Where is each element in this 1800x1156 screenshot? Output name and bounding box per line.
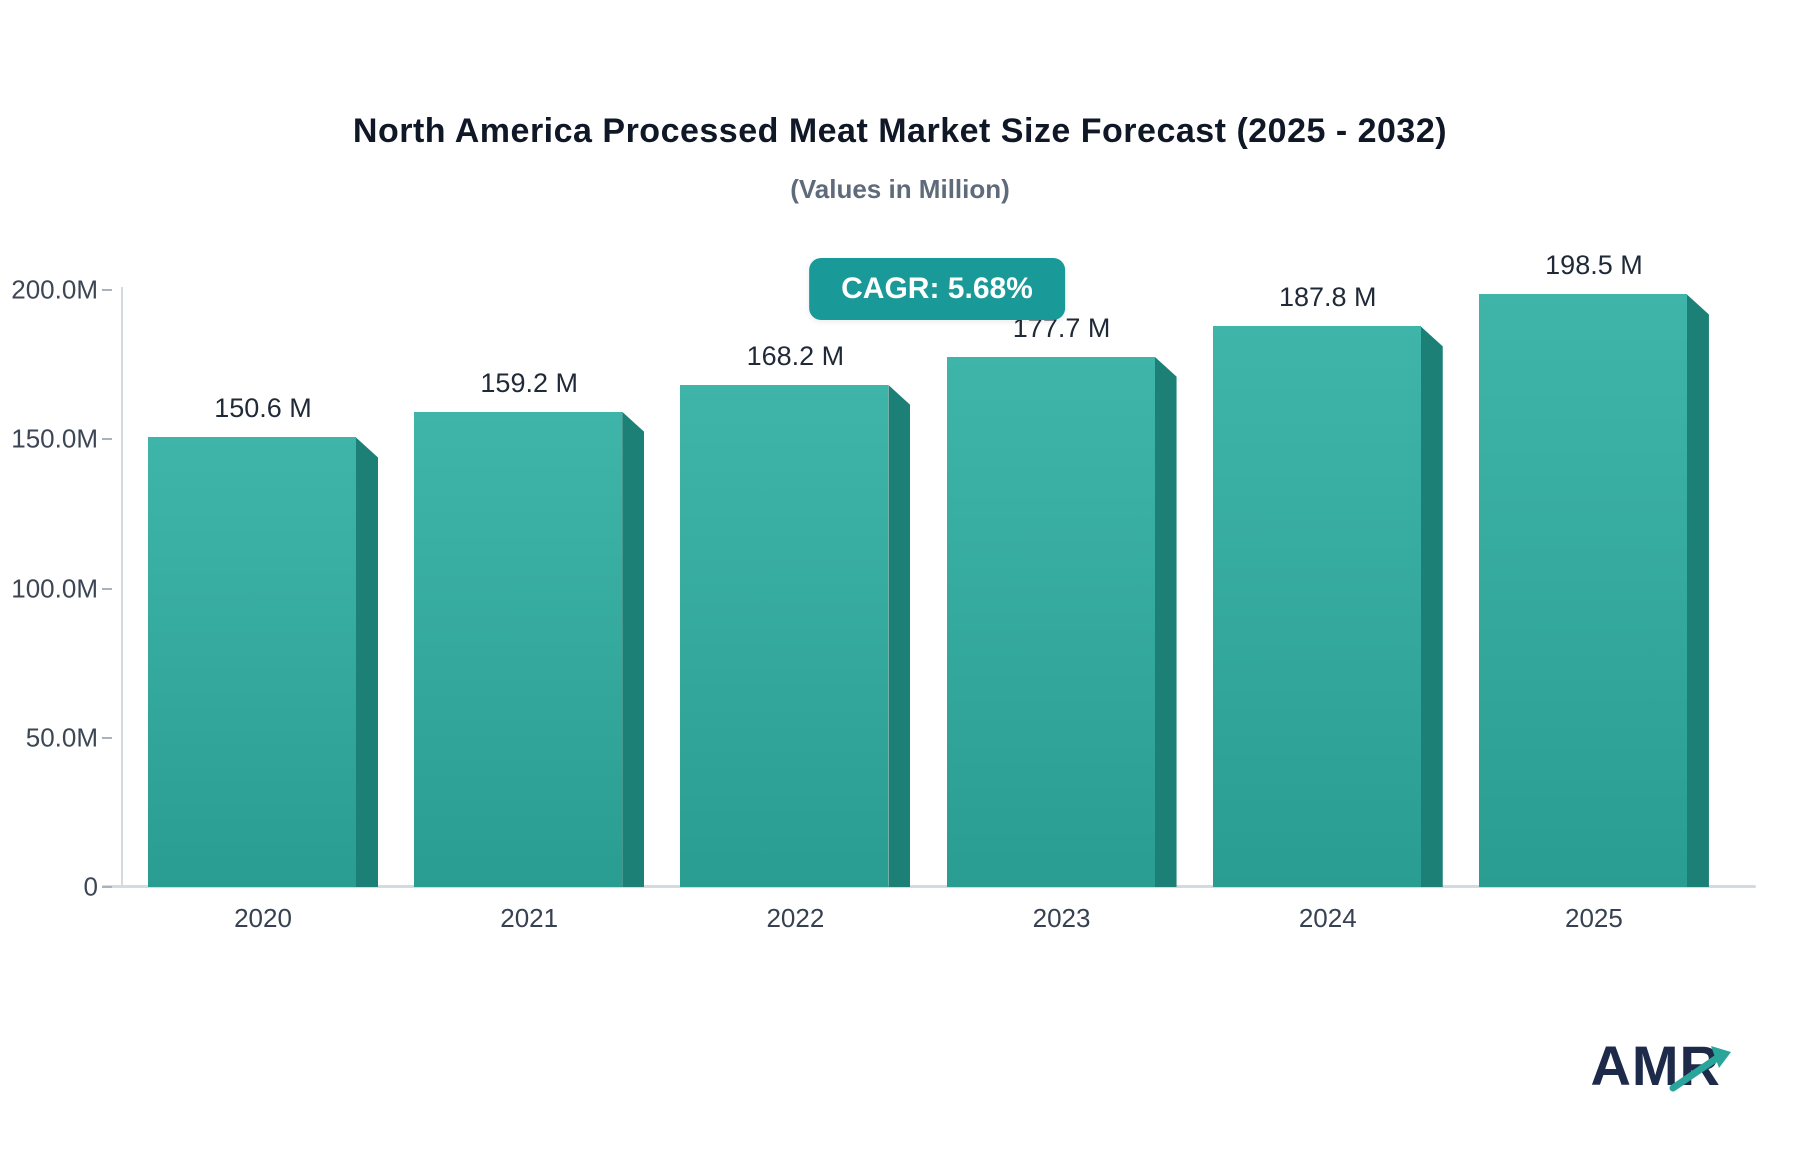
- x-axis-line: [102, 885, 1756, 888]
- bar-value-label: 159.2 M: [480, 367, 578, 398]
- bar-side-face: [622, 411, 645, 887]
- bar-group: 177.7 M 2023: [946, 290, 1177, 933]
- x-axis-label: 2020: [234, 903, 292, 933]
- y-tick-mark: [102, 587, 112, 590]
- bar-side-face: [888, 384, 911, 887]
- bar: 198.5 M: [1478, 250, 1709, 887]
- y-tick-mark: [102, 886, 112, 888]
- x-axis-label: 2025: [1565, 903, 1623, 933]
- logo-text: AMR: [1590, 1034, 1721, 1097]
- bar: 187.8 M: [1212, 282, 1443, 887]
- amr-logo: AMR: [1590, 1033, 1731, 1098]
- bar: 168.2 M: [680, 341, 911, 887]
- bar-value-label: 150.6 M: [214, 393, 312, 424]
- y-tick-label: 100.0M: [11, 573, 98, 603]
- chart-subtitle: (Values in Million): [790, 174, 1010, 204]
- bar-group: 150.6 M 2020: [148, 290, 378, 933]
- bar-side-face: [1686, 294, 1709, 887]
- bar-face: [680, 384, 889, 887]
- y-tick-label: 150.0M: [11, 423, 98, 454]
- bar-value-label: 168.2 M: [746, 340, 845, 371]
- bar-group: 187.8 M 2024: [1212, 282, 1443, 933]
- bar-face: [1478, 294, 1687, 887]
- y-axis: 0 50.0M 100.0M 150.0M 200.0M: [0, 275, 120, 902]
- chart-title: North America Processed Meat Market Size…: [352, 112, 1448, 150]
- x-axis-label: 2022: [766, 903, 825, 933]
- bar: 159.2 M: [414, 368, 645, 887]
- bar-side-face: [1420, 326, 1443, 887]
- bar-group: 168.2 M 2022: [680, 290, 911, 933]
- logo-arrow-icon: [1669, 1046, 1731, 1092]
- bar-group: 198.5 M 2025: [1478, 250, 1709, 933]
- bar-face: [414, 411, 623, 887]
- x-axis-label: 2024: [1298, 903, 1357, 933]
- y-tick-mark: [102, 736, 112, 739]
- x-axis-label: 2023: [1032, 903, 1091, 933]
- bar-group: 159.2 M 2021: [414, 290, 645, 933]
- bar: 177.7 M: [946, 313, 1177, 887]
- y-tick-label: 200.0M: [11, 274, 98, 305]
- bars: 150.6 M 2020 159.2 M 2021 168.2 M 2022 177.7 M…: [148, 250, 1709, 933]
- bar-value-label: 198.5 M: [1545, 250, 1643, 281]
- bar-side-face: [1154, 356, 1177, 887]
- y-tick-label: 50.0M: [25, 722, 98, 753]
- bar-face: [1212, 326, 1421, 887]
- bar-side-face: [356, 437, 378, 887]
- x-axis-label: 2021: [500, 903, 559, 933]
- bar-value-label: 187.8 M: [1278, 282, 1377, 313]
- y-tick-mark: [102, 289, 112, 291]
- bar-face: [946, 356, 1155, 887]
- y-tick-mark: [102, 438, 112, 441]
- bar-face: [148, 437, 356, 887]
- y-tick-label: 0: [83, 871, 98, 902]
- y-axis-line: [121, 287, 123, 887]
- bar: 150.6 M: [148, 393, 378, 887]
- plot-area: 150.6 M 2020 159.2 M 2021 168.2 M 2022 177.7 M…: [122, 250, 1750, 933]
- cagr-badge: CAGR: 5.68%: [809, 258, 1065, 320]
